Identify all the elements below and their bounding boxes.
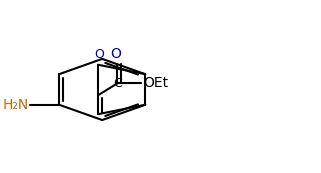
- Text: O: O: [110, 47, 121, 61]
- Text: O: O: [95, 48, 105, 61]
- Text: H₂N: H₂N: [3, 98, 29, 112]
- Text: C: C: [113, 77, 122, 90]
- Text: OEt: OEt: [143, 76, 168, 90]
